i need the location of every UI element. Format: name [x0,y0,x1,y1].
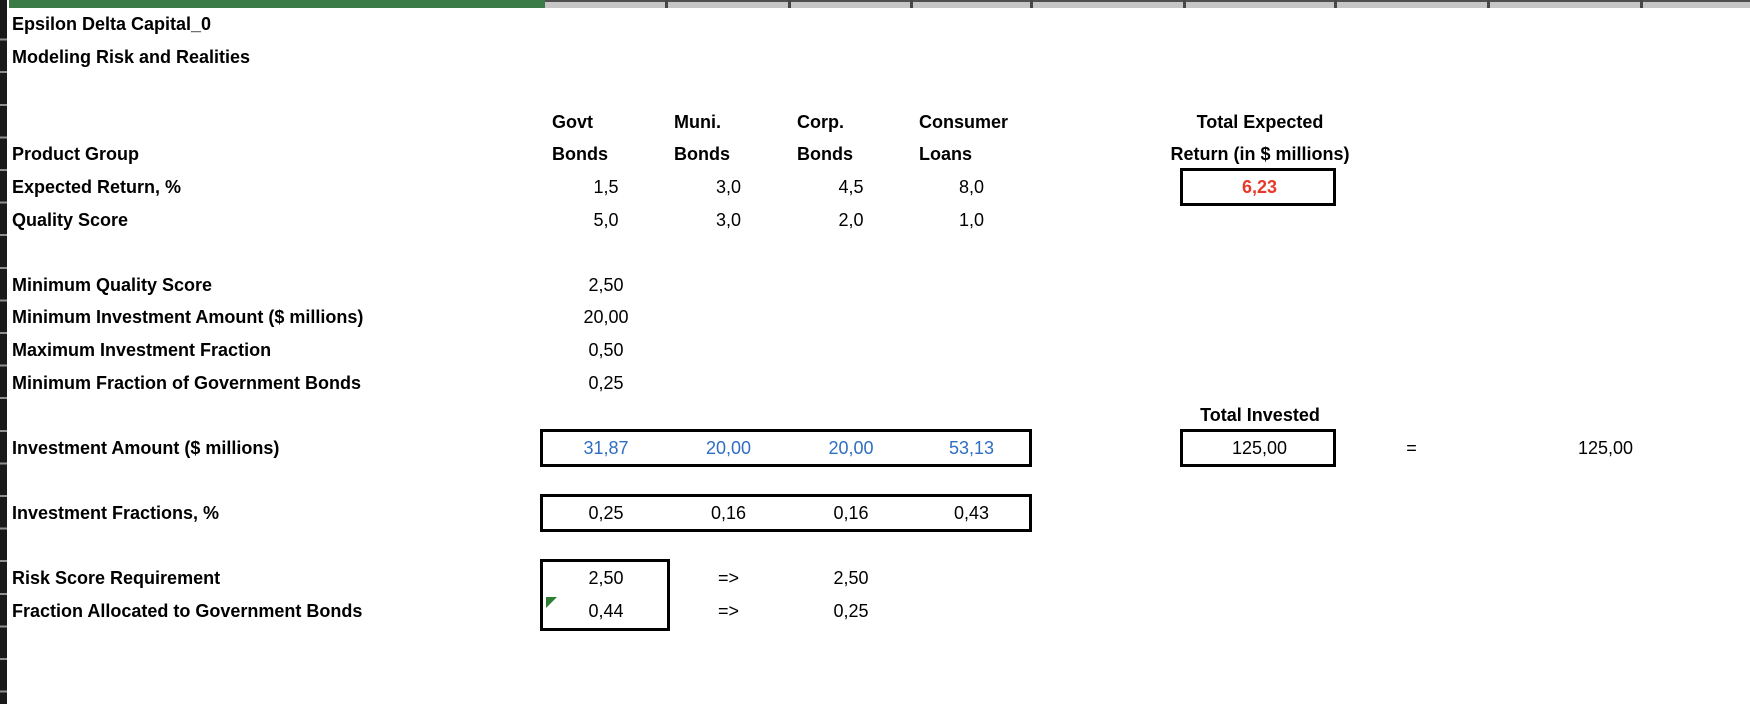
cell-govt-fraction-target[interactable]: 0,25 [833,601,869,621]
risk-score-requirement-label: Risk Score Requirement [12,568,221,588]
column-gridline [665,0,668,8]
column-header-corp: Corp. [797,112,844,132]
cell-expected-return-govt[interactable]: 1,5 [593,177,619,197]
green-corner-flag-icon [546,597,557,608]
cell-risk-score-target[interactable]: 2,50 [833,568,869,588]
cell-fraction-corp[interactable]: 0,16 [833,503,869,523]
expected-return-label: Expected Return, % [12,177,182,197]
max-investment-fraction-label: Maximum Investment Fraction [12,340,272,360]
cell-expected-return-muni[interactable]: 3,0 [715,177,742,197]
cell-min-investment-amount[interactable]: 20,00 [583,307,629,327]
cell-total-invested-check[interactable]: 125,00 [1577,438,1633,458]
cell-min-govt-fraction[interactable]: 0,25 [588,373,624,393]
cell-investment-muni[interactable]: 20,00 [705,438,752,458]
column-gridline [910,0,913,8]
cell-total-invested[interactable]: 125,00 [1231,438,1288,458]
column-gridline [1334,0,1337,8]
cell-min-quality-score[interactable]: 2,50 [588,275,624,295]
column-header-muni-line2: Bonds [674,144,730,164]
investment-amount-box [540,429,1032,467]
cell-quality-muni[interactable]: 3,0 [715,210,742,230]
cell-expected-return-corp[interactable]: 4,5 [838,177,864,197]
investment-fractions-box [540,494,1032,532]
min-investment-amount-label: Minimum Investment Amount ($ millions) [12,307,364,327]
total-invested-box [1180,429,1336,467]
cell-investment-corp[interactable]: 20,00 [828,438,874,458]
cell-risk-score[interactable]: 2,50 [588,568,624,588]
cell-total-expected-return[interactable]: 6,23 [1241,177,1278,197]
top-row-gridline-area [545,0,1750,8]
column-header-consumer-line2: Loans [919,144,973,164]
govt-fraction-arrow: => [717,601,740,621]
cell-quality-govt[interactable]: 5,0 [593,210,619,230]
row-header-strip [0,0,7,704]
requirements-box [540,559,670,631]
cell-investment-consumer[interactable]: 53,13 [948,438,995,458]
top-row-green-fill [9,0,545,8]
sheet-subtitle: Modeling Risk and Realities [12,47,251,67]
cell-govt-fraction-allocated[interactable]: 0,44 [588,601,624,621]
column-header-corp-line2: Bonds [797,144,853,164]
min-quality-score-label: Minimum Quality Score [12,275,213,295]
quality-score-label: Quality Score [12,210,129,230]
column-header-govt-line2: Bonds [552,144,608,164]
cell-investment-govt[interactable]: 31,87 [583,438,629,458]
cell-max-investment-fraction[interactable]: 0,50 [588,340,624,360]
total-expected-return-box [1180,168,1336,206]
equals-sign: = [1406,438,1417,458]
product-group-label: Product Group [12,144,139,164]
column-header-consumer: Consumer [919,112,1009,132]
cell-quality-corp[interactable]: 2,0 [838,210,864,230]
total-expected-header-line2: Return (in $ millions) [1170,144,1350,164]
risk-arrow: => [717,568,740,588]
cell-fraction-consumer[interactable]: 0,43 [953,503,990,523]
investment-amount-label: Investment Amount ($ millions) [12,438,280,458]
cell-quality-consumer[interactable]: 1,0 [958,210,985,230]
column-gridline [788,0,791,8]
cell-fraction-muni[interactable]: 0,16 [710,503,747,523]
govt-fraction-allocated-label: Fraction Allocated to Government Bonds [12,601,363,621]
column-gridline [1030,0,1033,8]
investment-fractions-label: Investment Fractions, % [12,503,220,523]
cell-fraction-govt[interactable]: 0,25 [588,503,624,523]
column-gridline [1487,0,1490,8]
column-header-muni: Muni. [674,112,721,132]
column-gridline [1183,0,1186,8]
total-expected-header-line1: Total Expected [1196,112,1324,132]
min-govt-fraction-label: Minimum Fraction of Government Bonds [12,373,362,393]
column-header-govt: Govt [552,112,594,132]
top-row-strip [7,0,1750,8]
total-invested-header: Total Invested [1200,405,1320,425]
sheet-title: Epsilon Delta Capital_0 [12,14,212,34]
column-gridline [1640,0,1643,8]
cell-expected-return-consumer[interactable]: 8,0 [958,177,985,197]
